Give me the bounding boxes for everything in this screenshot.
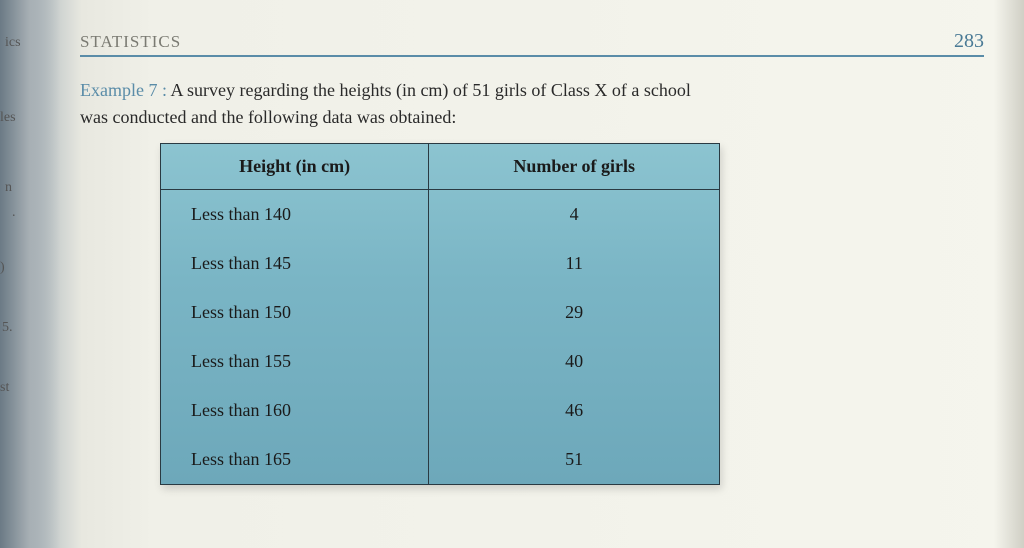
margin-fragment: .	[12, 205, 16, 221]
cell-count: 29	[429, 288, 719, 337]
column-header-count: Number of girls	[429, 144, 719, 190]
table-row: Less than 160 46	[161, 386, 719, 435]
heights-table: Height (in cm) Number of girls Less than…	[161, 144, 719, 484]
cell-height: Less than 145	[161, 239, 429, 288]
margin-fragment: les	[0, 110, 16, 126]
cell-count: 40	[429, 337, 719, 386]
cell-count: 51	[429, 435, 719, 484]
page-number: 283	[954, 30, 984, 53]
example-text-line1: A survey regarding the heights (in cm) o…	[171, 80, 691, 100]
table-row: Less than 140 4	[161, 190, 719, 240]
cell-height: Less than 160	[161, 386, 429, 435]
cell-height: Less than 150	[161, 288, 429, 337]
cell-count: 46	[429, 386, 719, 435]
margin-fragment: st	[0, 380, 9, 396]
section-label: STATISTICS	[80, 32, 181, 52]
page-content: STATISTICS 283 Example 7 : A survey rega…	[80, 30, 984, 485]
example-label: Example 7 :	[80, 80, 167, 100]
cell-height: Less than 155	[161, 337, 429, 386]
table-row: Less than 145 11	[161, 239, 719, 288]
margin-fragment: n	[5, 180, 12, 196]
example-paragraph: Example 7 : A survey regarding the heigh…	[80, 77, 984, 131]
table-row: Less than 155 40	[161, 337, 719, 386]
margin-fragment: 5.	[2, 320, 13, 336]
table-row: Less than 150 29	[161, 288, 719, 337]
column-header-height: Height (in cm)	[161, 144, 429, 190]
cell-count: 4	[429, 190, 719, 240]
cell-count: 11	[429, 239, 719, 288]
example-text-line2: was conducted and the following data was…	[80, 107, 456, 127]
page-header: STATISTICS 283	[80, 30, 984, 57]
page-right-shadow	[994, 0, 1024, 548]
table-header-row: Height (in cm) Number of girls	[161, 144, 719, 190]
cell-height: Less than 140	[161, 190, 429, 240]
data-table-wrapper: Height (in cm) Number of girls Less than…	[160, 143, 720, 485]
page-binding-shadow	[0, 0, 60, 548]
margin-fragment: )	[0, 260, 5, 276]
margin-fragment: ics	[5, 35, 21, 51]
cell-height: Less than 165	[161, 435, 429, 484]
table-row: Less than 165 51	[161, 435, 719, 484]
